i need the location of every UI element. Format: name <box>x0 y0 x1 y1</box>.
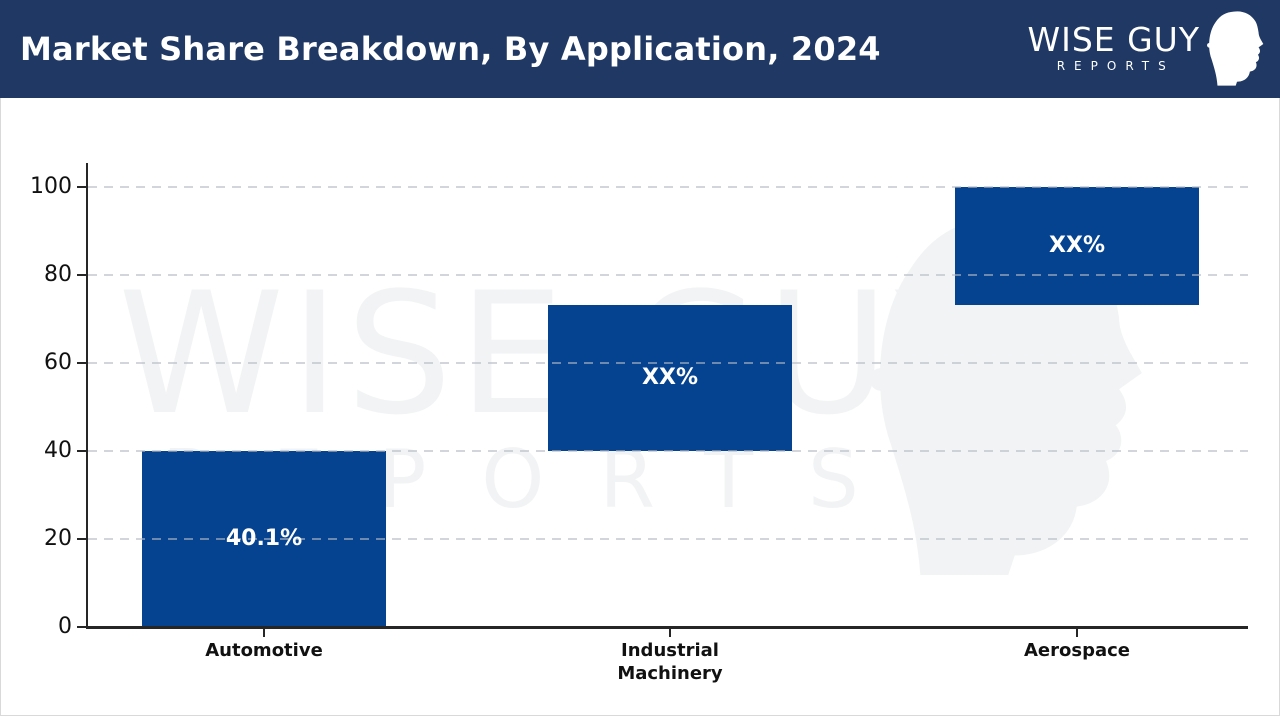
xtick-label-2: Aerospace <box>1023 640 1130 661</box>
xtick-0 <box>263 629 265 637</box>
gridline-60 <box>88 362 1248 364</box>
logo-wiseguy-text: WISE GUY <box>1027 19 1200 59</box>
y-axis-spine <box>86 163 88 629</box>
bar-value-label-0: 40.1% <box>225 526 303 552</box>
chart-area: WISE GUY REPORTS 40.1% XX% XX% 0 20 40 60 80 100… <box>0 98 1280 720</box>
header-bar: Market Share Breakdown, By Application, … <box>0 0 1280 98</box>
gridline-80 <box>88 274 1248 276</box>
logo-reports-text: REPORTS <box>1056 59 1175 74</box>
ytick-label-40: 40 <box>44 438 72 463</box>
bar-2 <box>955 187 1199 305</box>
wiseguy-face-icon <box>1204 8 1266 88</box>
ytick-60 <box>77 362 86 364</box>
plot-area: 40.1% XX% XX% 0 20 40 60 80 100 Automotive Industr… <box>0 98 1280 720</box>
ytick-100 <box>77 186 86 188</box>
bar-value-label-1: XX% <box>642 365 698 391</box>
ytick-label-100: 100 <box>30 174 72 199</box>
gridline-100 <box>88 186 1248 188</box>
x-axis-spine <box>86 626 1248 629</box>
bar-1 <box>548 304 792 451</box>
xtick-label-0: Automotive <box>205 640 323 661</box>
gridline-40 <box>88 450 1248 452</box>
gridline-20 <box>88 538 1248 540</box>
ytick-label-20: 20 <box>44 526 72 551</box>
ytick-0 <box>77 626 86 628</box>
ytick-20 <box>77 538 86 540</box>
xtick-label-1: Industrial Machinery <box>617 640 723 684</box>
xtick-2 <box>1076 629 1078 637</box>
ytick-40 <box>77 450 86 452</box>
logo-text: WISE GUY REPORTS <box>1027 19 1200 74</box>
ytick-80 <box>77 274 86 276</box>
wiseguy-logo: WISE GUY REPORTS <box>1027 8 1266 88</box>
ytick-label-80: 80 <box>44 262 72 287</box>
xtick-1 <box>669 629 671 637</box>
ytick-label-60: 60 <box>44 350 72 375</box>
page-title: Market Share Breakdown, By Application, … <box>20 30 881 68</box>
ytick-label-0: 0 <box>58 614 72 639</box>
bar-value-label-2: XX% <box>1049 233 1105 259</box>
